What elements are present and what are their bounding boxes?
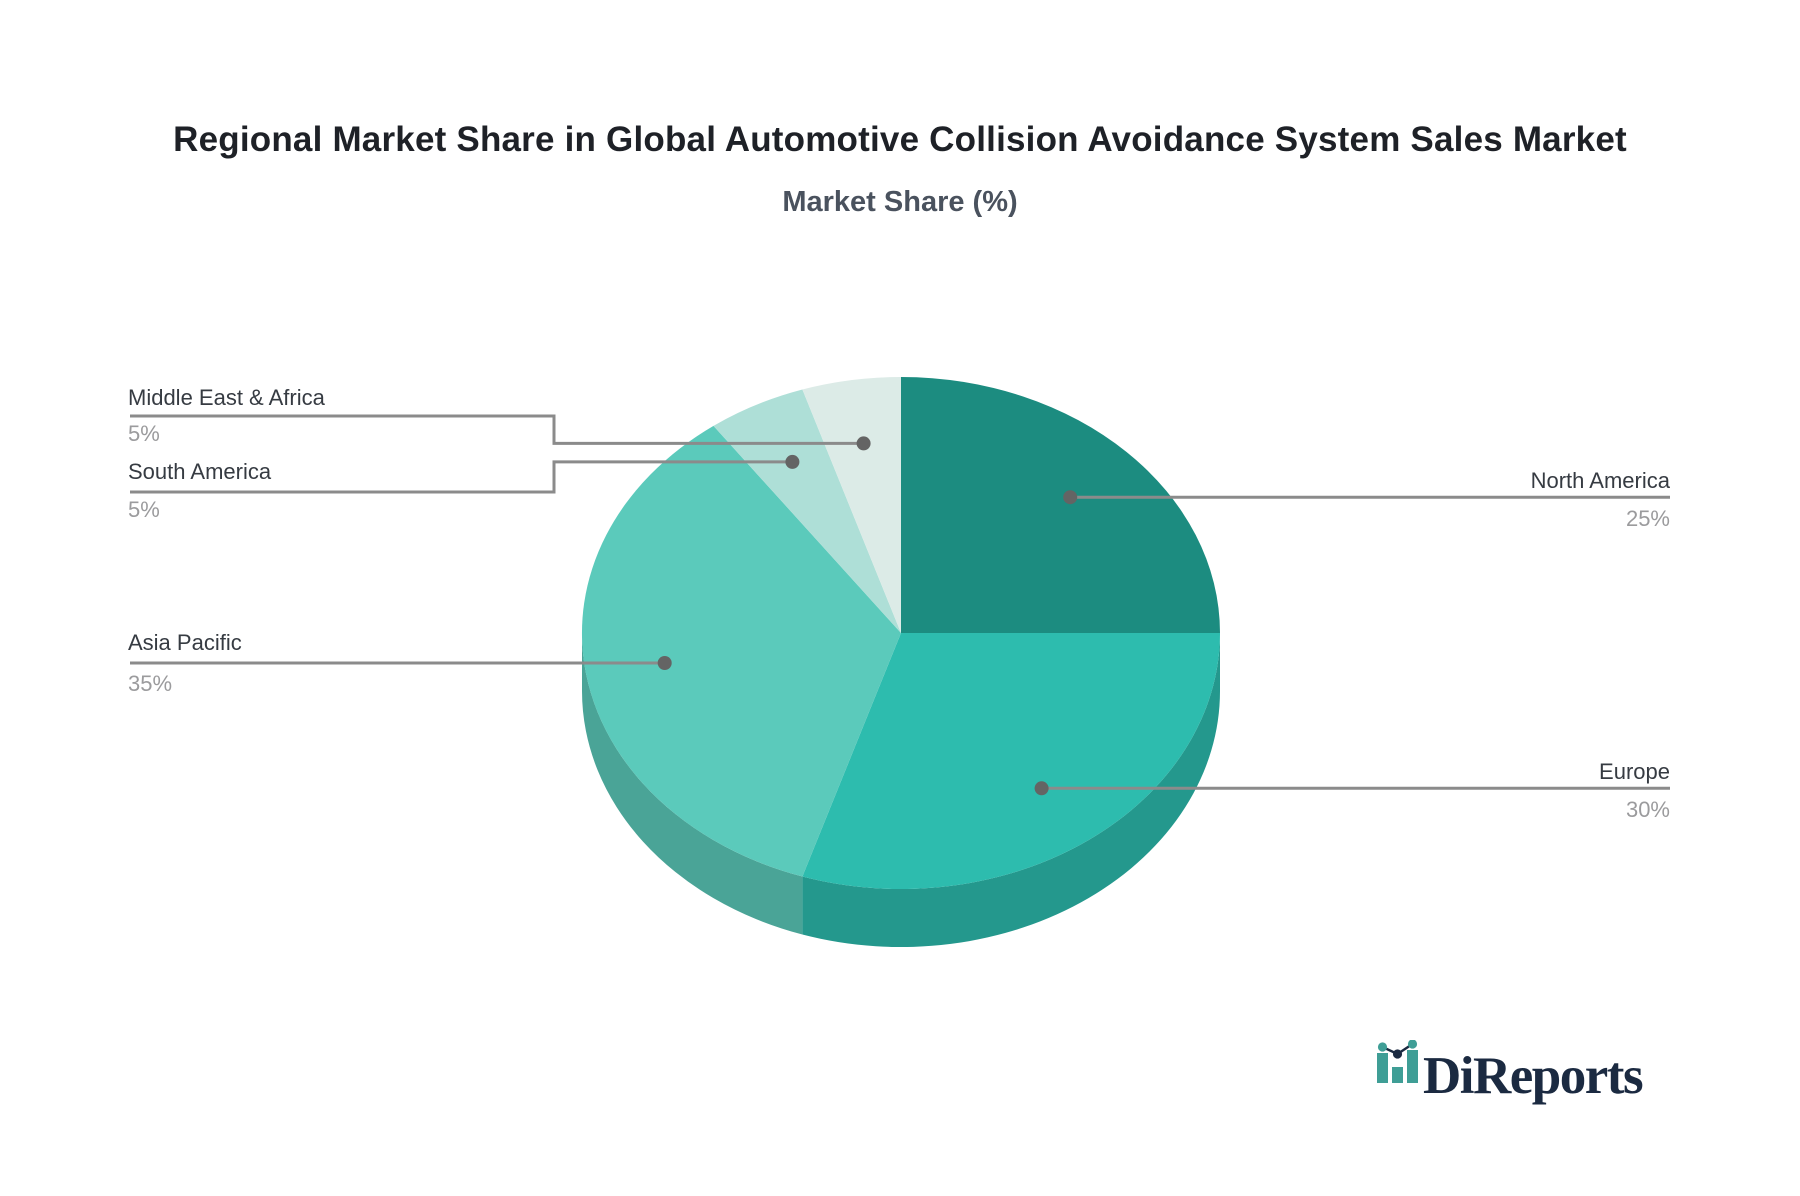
slice-value-north-america: 25% xyxy=(1625,506,1670,531)
callout-dot-europe xyxy=(1034,781,1049,796)
callout-dot-south-america xyxy=(785,454,800,469)
pie-slice-south-america xyxy=(713,389,901,633)
slice-value-middle-east-africa: 5% xyxy=(128,421,160,446)
pie-slice-europe xyxy=(802,633,1220,890)
slice-label-north-america: North America xyxy=(1530,468,1670,493)
page-title: Regional Market Share in Global Automoti… xyxy=(173,120,1627,159)
callout-dot-asia-pacific xyxy=(657,656,672,670)
callout-dot-north-america xyxy=(1063,490,1078,505)
pie-slice-north-america xyxy=(901,377,1220,633)
slice-label-middle-east-africa: Middle East & Africa xyxy=(128,385,325,410)
slice-value-south-america: 5% xyxy=(128,497,160,522)
brand-logo: DiReports xyxy=(1376,1038,1696,1108)
slice-label-europe: Europe xyxy=(1599,759,1670,784)
callout-line-south-america xyxy=(130,460,793,494)
slice-value-europe: 30% xyxy=(1625,797,1670,822)
slice-label-asia-pacific: Asia Pacific xyxy=(128,630,242,655)
pie-side-europe xyxy=(802,633,1220,948)
slice-label-south-america: South America xyxy=(128,459,272,484)
pie-slice-middle-east-africa xyxy=(802,376,901,633)
callout-dot-middle-east-africa xyxy=(856,436,871,451)
brand-logo-text: DiReports xyxy=(1423,1047,1644,1105)
callout-line-middle-east-africa xyxy=(130,414,864,445)
pie-slice-asia-pacific xyxy=(581,425,901,877)
mini-bar-chart-icon xyxy=(1377,1040,1418,1083)
pie-side-asia-pacific xyxy=(582,633,803,935)
slice-value-asia-pacific: 35% xyxy=(128,671,173,696)
chart-subtitle: Market Share (%) xyxy=(782,186,1018,218)
